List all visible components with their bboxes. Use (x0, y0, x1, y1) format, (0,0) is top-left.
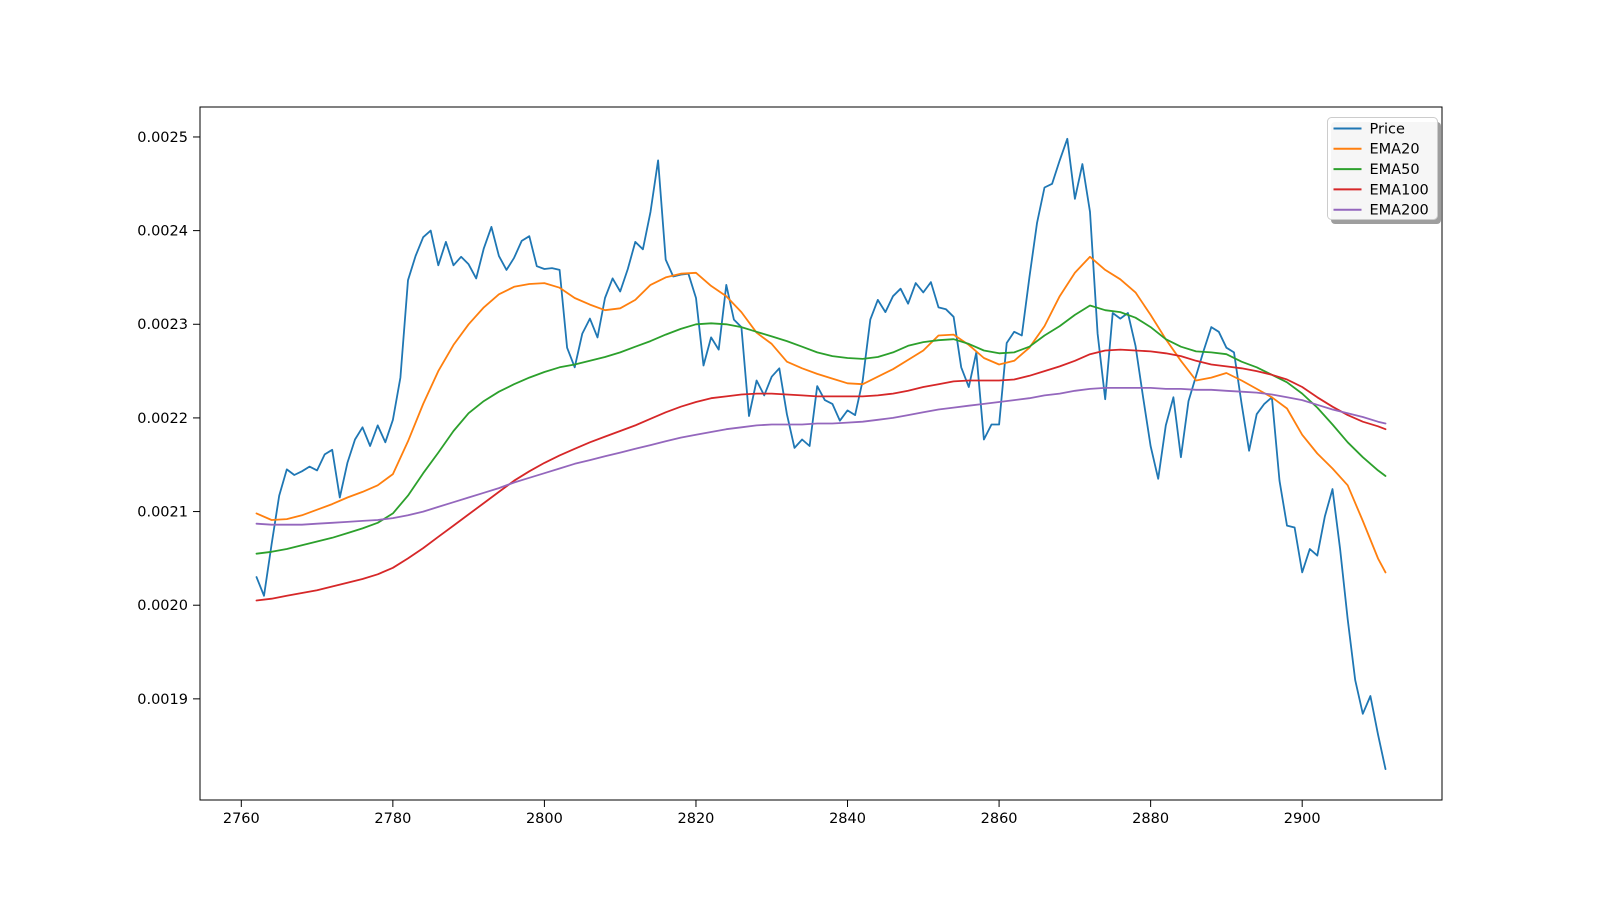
legend-entry-price: Price (1333, 121, 1405, 137)
y-tick-label: 0.0021 (137, 504, 188, 520)
plot-border (199, 106, 1443, 801)
legend: Price EMA20 EMA50 EMA100 EMA200 (1327, 117, 1441, 224)
x-tick-label: 2900 (1284, 811, 1321, 827)
y-tick-label: 0.0022 (137, 411, 188, 427)
x-tick-label: 2760 (223, 811, 260, 827)
x-tick-label: 2880 (1132, 811, 1169, 827)
series-line-ema20 (255, 255, 1387, 574)
legend-entry-ema50: EMA50 (1333, 162, 1420, 178)
legend-label: Price (1370, 121, 1405, 137)
series-line-price (255, 137, 1387, 770)
x-tick-label: 2860 (981, 811, 1018, 827)
legend-label: EMA200 (1370, 203, 1429, 219)
x-tick-label: 2780 (374, 811, 411, 827)
y-tick-label: 0.0025 (137, 130, 188, 146)
series-line-ema50 (255, 304, 1387, 555)
legend-label: EMA20 (1370, 142, 1420, 158)
legend-entry-ema100: EMA100 (1333, 182, 1429, 198)
x-tick-label: 2840 (829, 811, 866, 827)
legend-entry-ema200: EMA200 (1333, 203, 1429, 219)
x-tick-label: 2800 (526, 811, 563, 827)
series-line-ema200 (255, 387, 1387, 526)
series-line-ema100 (255, 348, 1387, 602)
legend-frame (1327, 117, 1438, 220)
x-tick-label: 2820 (678, 811, 715, 827)
legend-entry-ema20: EMA20 (1333, 142, 1420, 158)
y-tick-label: 0.0019 (137, 692, 188, 708)
y-tick-label: 0.0023 (137, 317, 188, 333)
legend-label: EMA100 (1370, 182, 1429, 198)
y-tick-label: 0.0024 (137, 224, 188, 240)
legend-label: EMA50 (1370, 162, 1420, 178)
y-tick-label: 0.0020 (137, 598, 188, 614)
